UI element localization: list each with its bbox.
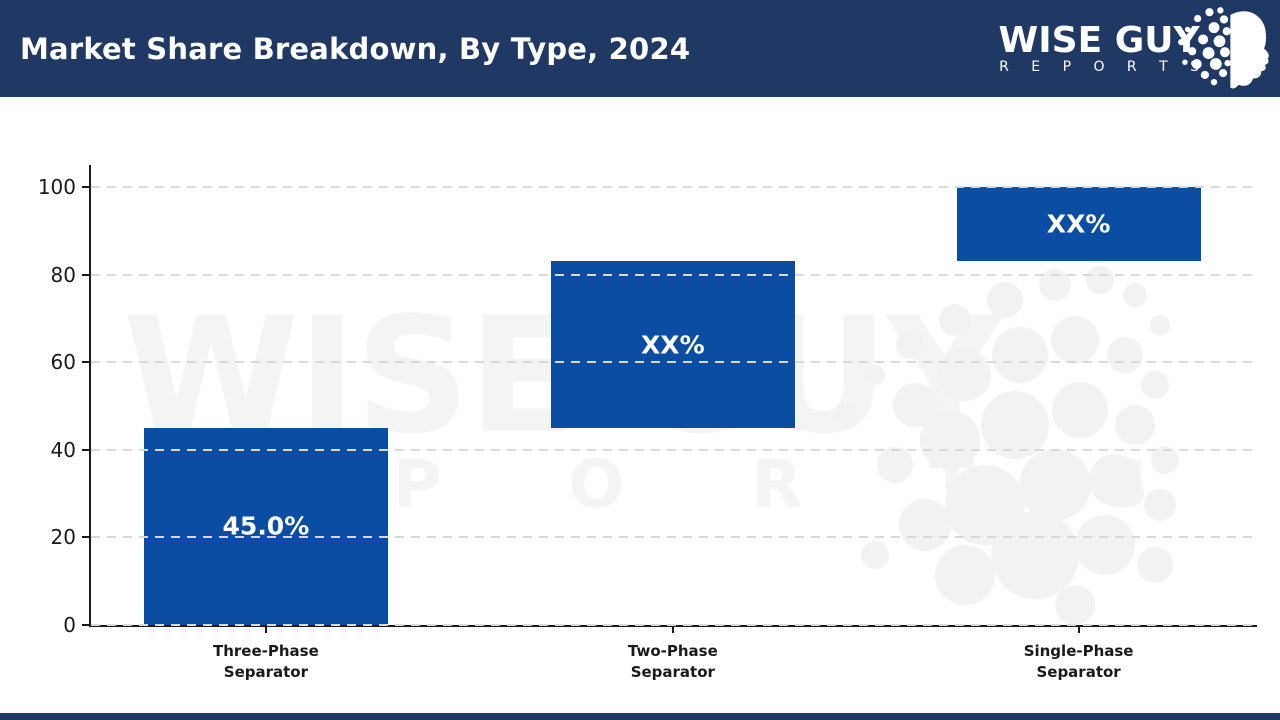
y-tick-label: 100 [37, 174, 76, 199]
bar-value-label: XX% [641, 330, 705, 360]
x-tick-mark [264, 627, 267, 633]
x-tick-label: Three-Phase Separator [213, 642, 319, 681]
y-gridline [91, 185, 1255, 188]
y-tick-mark [82, 273, 91, 276]
page-title: Market Share Breakdown, By Type, 2024 [20, 31, 691, 66]
logo-text: WISE GUY R E P O R T S [990, 19, 1208, 76]
footer-band [0, 713, 1280, 720]
y-tick-mark [82, 448, 91, 451]
y-tick-label: 20 [50, 525, 76, 550]
bar-segment [550, 261, 795, 428]
y-tick-label: 40 [50, 437, 76, 462]
y-gridline [91, 361, 1255, 364]
x-tick-label: Two-Phase Separator [627, 642, 718, 681]
y-tick-mark [82, 361, 91, 364]
y-tick-label: 80 [50, 262, 76, 287]
wiseguy-head-icon [1178, 6, 1269, 89]
y-tick-label: 0 [63, 613, 76, 637]
y-gridline [91, 624, 1255, 626]
x-tick-mark [671, 627, 674, 633]
y-tick-mark [82, 536, 91, 539]
watermark-head-icon [833, 266, 1179, 625]
plot-area: 0 20 40 60 80 100 45.0% Three-Phase Separator XX… [38, 165, 1257, 681]
y-tick-mark [82, 185, 91, 188]
y-gridline [91, 273, 1255, 276]
y-gridline [91, 536, 1255, 539]
x-tick-label: Single-Phase Separator [1023, 642, 1134, 681]
header-band: Market Share Breakdown, By Type, 2024 WI… [0, 0, 1280, 97]
bar-value-label: XX% [1046, 209, 1111, 239]
bar-value-label: 45.0% [222, 511, 310, 541]
y-gridline [91, 448, 1255, 451]
logo-wordmark: WISE GUY [998, 19, 1200, 61]
wiseguy-logo: WISE GUY R E P O R T S [990, 2, 1274, 95]
bar-segment [143, 427, 388, 625]
x-tick-mark [1077, 627, 1080, 633]
logo-subtitle: R E P O R T S [999, 59, 1208, 76]
y-tick-label: 60 [50, 350, 76, 375]
y-tick-mark [82, 624, 91, 626]
bar-segment [956, 186, 1201, 262]
